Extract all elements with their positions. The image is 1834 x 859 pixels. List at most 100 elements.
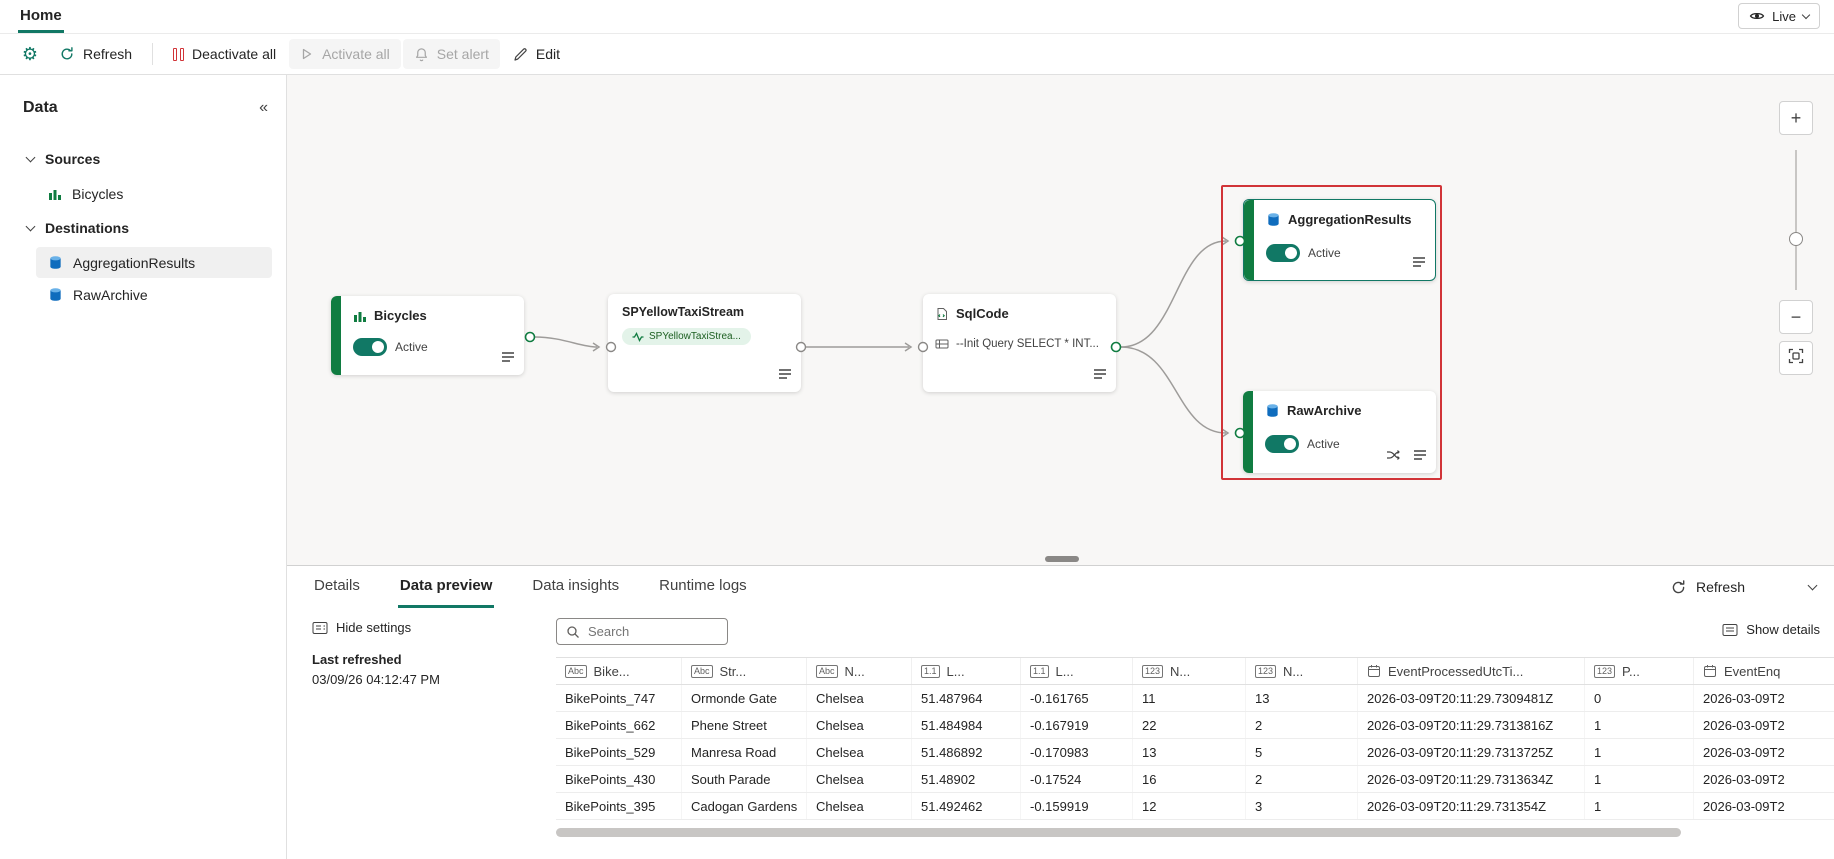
- column-header[interactable]: Abc N...: [807, 658, 912, 684]
- column-type-icon: 1.1: [1030, 664, 1049, 678]
- node-menu-icon[interactable]: [1093, 367, 1107, 385]
- branch-icon[interactable]: [1386, 448, 1400, 466]
- sidebar-item-rawarchive[interactable]: RawArchive: [36, 279, 272, 310]
- node-title: AggregationResults: [1288, 212, 1412, 227]
- column-header[interactable]: 123 N...: [1246, 658, 1358, 684]
- table-cell: -0.17524: [1021, 766, 1133, 792]
- horizontal-scrollbar[interactable]: [556, 828, 1834, 837]
- tab-home[interactable]: Home: [18, 0, 64, 33]
- zoom-slider-track[interactable]: [1795, 150, 1797, 290]
- column-header[interactable]: Abc Str...: [682, 658, 807, 684]
- search-icon: [566, 625, 580, 639]
- active-toggle[interactable]: [353, 338, 387, 356]
- tab-runtime-logs[interactable]: Runtime logs: [659, 577, 747, 594]
- active-toggle[interactable]: [1265, 435, 1299, 453]
- column-label: N...: [1283, 663, 1304, 679]
- table-cell: 5: [1246, 739, 1358, 765]
- node-query-text: --Init Query SELECT * INT...: [956, 338, 1099, 350]
- sources-label: Sources: [45, 151, 101, 167]
- source-accent-bar: [331, 296, 341, 375]
- tab-data-insights[interactable]: Data insights: [532, 577, 620, 594]
- deactivate-all-button[interactable]: Deactivate all: [162, 39, 287, 69]
- node-bicycles[interactable]: Bicycles Active: [331, 296, 524, 375]
- column-header[interactable]: 123 N...: [1133, 658, 1246, 684]
- scrollbar-thumb[interactable]: [556, 828, 1681, 837]
- table-cell: Phene Street: [682, 712, 807, 738]
- table-cell: 51.486892: [912, 739, 1021, 765]
- table-cell: 2026-03-09T20:11:29.7313725Z: [1358, 739, 1585, 765]
- live-mode-dropdown[interactable]: Live: [1738, 3, 1820, 29]
- table-row[interactable]: BikePoints_747 Ormonde Gate Chelsea 51.4879…: [556, 685, 1834, 712]
- sources-section-header[interactable]: Sources: [0, 141, 286, 177]
- column-header[interactable]: 1.1 L...: [1021, 658, 1133, 684]
- table-row[interactable]: BikePoints_395 Cadogan Gardens Chelsea 51.4…: [556, 793, 1834, 820]
- table-cell: Ormonde Gate: [682, 685, 807, 711]
- data-panel-title: Data: [23, 99, 58, 116]
- eventstream-canvas[interactable]: Bicycles Active SPYellowTaxiStream: [287, 75, 1834, 565]
- column-header[interactable]: Abc Bike...: [556, 658, 682, 684]
- refresh-button[interactable]: Refresh: [48, 39, 143, 69]
- table-cell: 2026-03-09T20:11:29.731354Z: [1358, 793, 1585, 819]
- table-cell: 12: [1133, 793, 1246, 819]
- table-row[interactable]: BikePoints_662 Phene Street Chelsea 51.4849…: [556, 712, 1834, 739]
- node-status: Active: [1308, 246, 1341, 260]
- node-menu-icon[interactable]: [501, 350, 515, 368]
- node-title: Bicycles: [374, 308, 427, 323]
- node-menu-icon[interactable]: [1413, 448, 1427, 466]
- sidebar-item-bicycles[interactable]: Bicycles: [36, 178, 272, 209]
- table-cell: Chelsea: [807, 685, 912, 711]
- table-cell: -0.161765: [1021, 685, 1133, 711]
- edit-label: Edit: [535, 46, 561, 62]
- fit-to-view-button[interactable]: [1779, 341, 1813, 375]
- play-icon: [300, 47, 314, 61]
- table-cell: 16: [1133, 766, 1246, 792]
- preview-refresh-button[interactable]: Refresh: [1670, 566, 1745, 608]
- table-cell: 2026-03-09T20:11:29.7313634Z: [1358, 766, 1585, 792]
- pulse-icon: [632, 331, 644, 342]
- search-box[interactable]: [556, 618, 728, 645]
- node-spyellowtaxistream[interactable]: SPYellowTaxiStream SPYellowTaxiStrea...: [608, 294, 801, 392]
- zoom-out-button[interactable]: −: [1779, 300, 1813, 334]
- table-cell: 51.487964: [912, 685, 1021, 711]
- eventstream-source-icon: [48, 187, 62, 201]
- table-cell: 51.48902: [912, 766, 1021, 792]
- edit-button[interactable]: Edit: [502, 39, 571, 69]
- collapse-bottom-panel-button[interactable]: [1807, 566, 1818, 608]
- destination-accent-bar: [1243, 391, 1253, 473]
- zoom-slider-handle[interactable]: [1789, 232, 1803, 246]
- panel-resize-handle[interactable]: [1045, 556, 1079, 562]
- stream-badge[interactable]: SPYellowTaxiStrea...: [622, 328, 751, 345]
- table-row[interactable]: BikePoints_430 South Parade Chelsea 51.4890…: [556, 766, 1834, 793]
- table-row[interactable]: BikePoints_529 Manresa Road Chelsea 51.4868…: [556, 739, 1834, 766]
- table-cell: 2026-03-09T2: [1694, 685, 1834, 711]
- column-header[interactable]: 1.1 L...: [912, 658, 1021, 684]
- column-header[interactable]: EventProcessedUtcTi...: [1358, 658, 1585, 684]
- sidebar-item-aggregationresults[interactable]: AggregationResults: [36, 247, 272, 278]
- node-aggregationresults[interactable]: AggregationResults Active: [1243, 199, 1436, 281]
- node-rawarchive[interactable]: RawArchive Active: [1243, 391, 1436, 473]
- column-type-icon: Abc: [565, 664, 587, 678]
- column-header[interactable]: EventEnq: [1694, 658, 1834, 684]
- node-menu-icon[interactable]: [778, 367, 792, 385]
- node-menu-icon[interactable]: [1412, 255, 1426, 273]
- show-details-button[interactable]: Show details: [1722, 622, 1820, 637]
- hide-settings-button[interactable]: Hide settings: [312, 620, 556, 635]
- preview-refresh-label: Refresh: [1695, 579, 1745, 595]
- table-body: BikePoints_747 Ormonde Gate Chelsea 51.4879…: [556, 685, 1834, 820]
- destinations-label: Destinations: [45, 220, 130, 236]
- destinations-section-header[interactable]: Destinations: [0, 210, 286, 246]
- zoom-in-button[interactable]: +: [1779, 101, 1813, 135]
- node-sqlcode[interactable]: SqlCode --Init Query SELECT * INT...: [923, 294, 1116, 392]
- search-input[interactable]: [588, 624, 718, 639]
- top-tab-bar: Home Live: [0, 0, 1834, 34]
- tab-details[interactable]: Details: [314, 577, 360, 594]
- table-cell: 3: [1246, 793, 1358, 819]
- settings-button[interactable]: ⚙: [14, 39, 46, 69]
- active-toggle[interactable]: [1266, 244, 1300, 262]
- column-header[interactable]: 123 P...: [1585, 658, 1694, 684]
- tab-data-preview[interactable]: Data preview: [397, 566, 495, 608]
- set-alert-label: Set alert: [436, 46, 489, 62]
- gear-icon: ⚙: [21, 43, 39, 64]
- last-refreshed-label: Last refreshed: [312, 652, 402, 667]
- collapse-panel-icon[interactable]: «: [259, 99, 268, 116]
